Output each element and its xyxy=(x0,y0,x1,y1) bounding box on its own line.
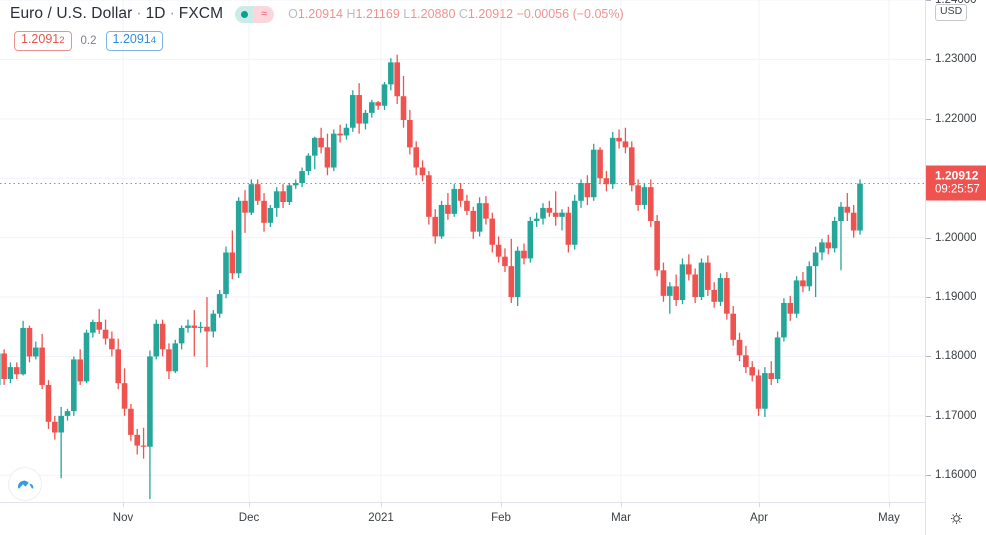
price-axis-tick xyxy=(926,0,931,1)
time-axis-tick xyxy=(759,503,760,507)
time-axis-label: Feb xyxy=(491,512,511,524)
time-axis-label: Apr xyxy=(750,512,768,524)
time-axis-label: Mar xyxy=(611,512,631,524)
grid-lines xyxy=(0,0,925,502)
price-axis-label: 1.23000 xyxy=(935,53,977,66)
time-axis-tick xyxy=(123,503,124,507)
chart-settings-button[interactable] xyxy=(925,502,986,535)
time-axis[interactable]: Nov Dec 2021 Feb Mar Apr May xyxy=(0,502,986,535)
chart-plot-area[interactable] xyxy=(0,0,925,502)
time-axis-tick xyxy=(889,503,890,507)
time-axis-tick xyxy=(381,503,382,507)
current-price-tag[interactable]: 1.20912 09:25:57 xyxy=(926,165,986,201)
time-axis-label: May xyxy=(878,512,900,524)
candlestick-chart xyxy=(0,0,925,502)
time-axis-label: Nov xyxy=(112,512,134,524)
price-axis-label: 1.17000 xyxy=(935,409,977,422)
time-axis-tick xyxy=(501,503,502,507)
price-axis-label: 1.20000 xyxy=(935,231,977,244)
price-axis-tick xyxy=(926,237,931,239)
price-axis-tick xyxy=(926,475,931,477)
price-axis-tick xyxy=(926,415,931,417)
logo-glyph-icon xyxy=(17,480,34,489)
price-axis-label: 1.18000 xyxy=(935,350,977,363)
tradingview-logo-icon[interactable] xyxy=(9,468,41,500)
price-axis-label: 1.22000 xyxy=(935,112,977,125)
price-axis-tick xyxy=(926,118,931,120)
time-axis-tick xyxy=(621,503,622,507)
currency-badge[interactable]: USD xyxy=(935,4,968,21)
price-axis-label: 1.16000 xyxy=(935,469,977,482)
candle-series xyxy=(0,54,863,500)
time-axis-tick xyxy=(249,503,250,507)
time-axis-label: Dec xyxy=(238,512,260,524)
price-axis-tick xyxy=(926,59,931,61)
price-axis-label: 1.24000 xyxy=(935,0,977,6)
current-price-value: 1.20912 xyxy=(935,168,979,183)
time-axis-label: 2021 xyxy=(368,512,394,524)
current-price-countdown: 09:25:57 xyxy=(935,183,980,196)
price-axis[interactable]: USD 1.20912 09:25:57 1.24000 1.23000 1.220… xyxy=(925,0,986,502)
gear-icon xyxy=(950,513,962,524)
price-axis-label: 1.19000 xyxy=(935,291,977,304)
price-axis-tick xyxy=(926,356,931,358)
price-axis-tick xyxy=(926,297,931,299)
